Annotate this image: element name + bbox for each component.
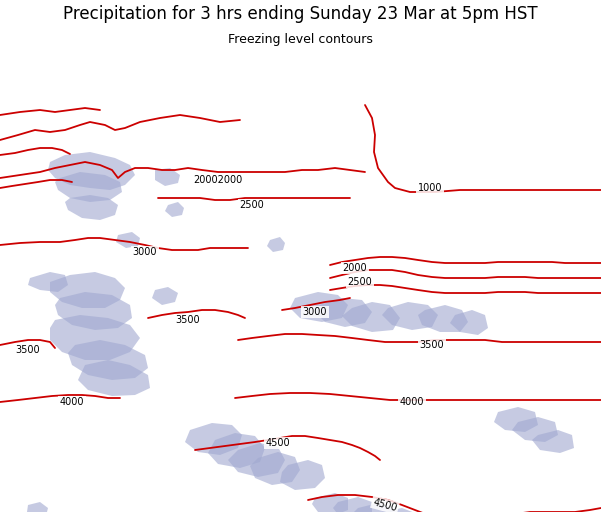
Polygon shape	[116, 232, 140, 248]
Polygon shape	[377, 508, 415, 512]
Text: 4500: 4500	[372, 497, 398, 512]
Polygon shape	[78, 360, 150, 396]
Polygon shape	[333, 497, 372, 512]
Polygon shape	[185, 423, 242, 455]
Polygon shape	[65, 195, 118, 220]
Text: 4000: 4000	[59, 397, 84, 407]
Text: 2500: 2500	[347, 277, 373, 287]
Text: 3500: 3500	[175, 315, 200, 325]
Polygon shape	[352, 503, 392, 512]
Text: 3000: 3000	[133, 247, 157, 257]
Polygon shape	[450, 310, 488, 335]
Text: 4500: 4500	[266, 438, 290, 448]
Text: 3500: 3500	[16, 345, 40, 355]
Polygon shape	[382, 302, 438, 330]
Polygon shape	[315, 298, 372, 327]
Polygon shape	[55, 172, 122, 202]
Text: Freezing level contours: Freezing level contours	[228, 32, 373, 46]
Polygon shape	[152, 287, 178, 305]
Polygon shape	[228, 443, 285, 477]
Text: 20002000: 20002000	[194, 175, 243, 185]
Polygon shape	[50, 272, 125, 308]
Text: 4000: 4000	[400, 397, 424, 407]
Polygon shape	[27, 502, 48, 512]
Polygon shape	[532, 430, 574, 453]
Polygon shape	[342, 302, 400, 332]
Polygon shape	[418, 305, 468, 332]
Polygon shape	[250, 452, 300, 485]
Text: 3500: 3500	[419, 340, 444, 350]
Polygon shape	[290, 292, 348, 322]
Polygon shape	[68, 340, 148, 380]
Text: 1000: 1000	[418, 183, 442, 193]
Polygon shape	[55, 292, 132, 330]
Polygon shape	[208, 433, 265, 468]
Polygon shape	[312, 493, 348, 512]
Polygon shape	[50, 315, 140, 360]
Polygon shape	[48, 152, 135, 190]
Polygon shape	[267, 237, 285, 252]
Text: 3000: 3000	[303, 307, 328, 317]
Text: 2000: 2000	[343, 263, 367, 273]
Polygon shape	[28, 272, 68, 292]
Polygon shape	[512, 417, 558, 442]
Polygon shape	[165, 202, 184, 217]
Polygon shape	[494, 407, 538, 432]
Text: 2500: 2500	[240, 200, 264, 210]
Polygon shape	[155, 168, 180, 186]
Polygon shape	[280, 460, 325, 490]
Text: Precipitation for 3 hrs ending Sunday 23 Mar at 5pm HST: Precipitation for 3 hrs ending Sunday 23…	[63, 5, 538, 23]
